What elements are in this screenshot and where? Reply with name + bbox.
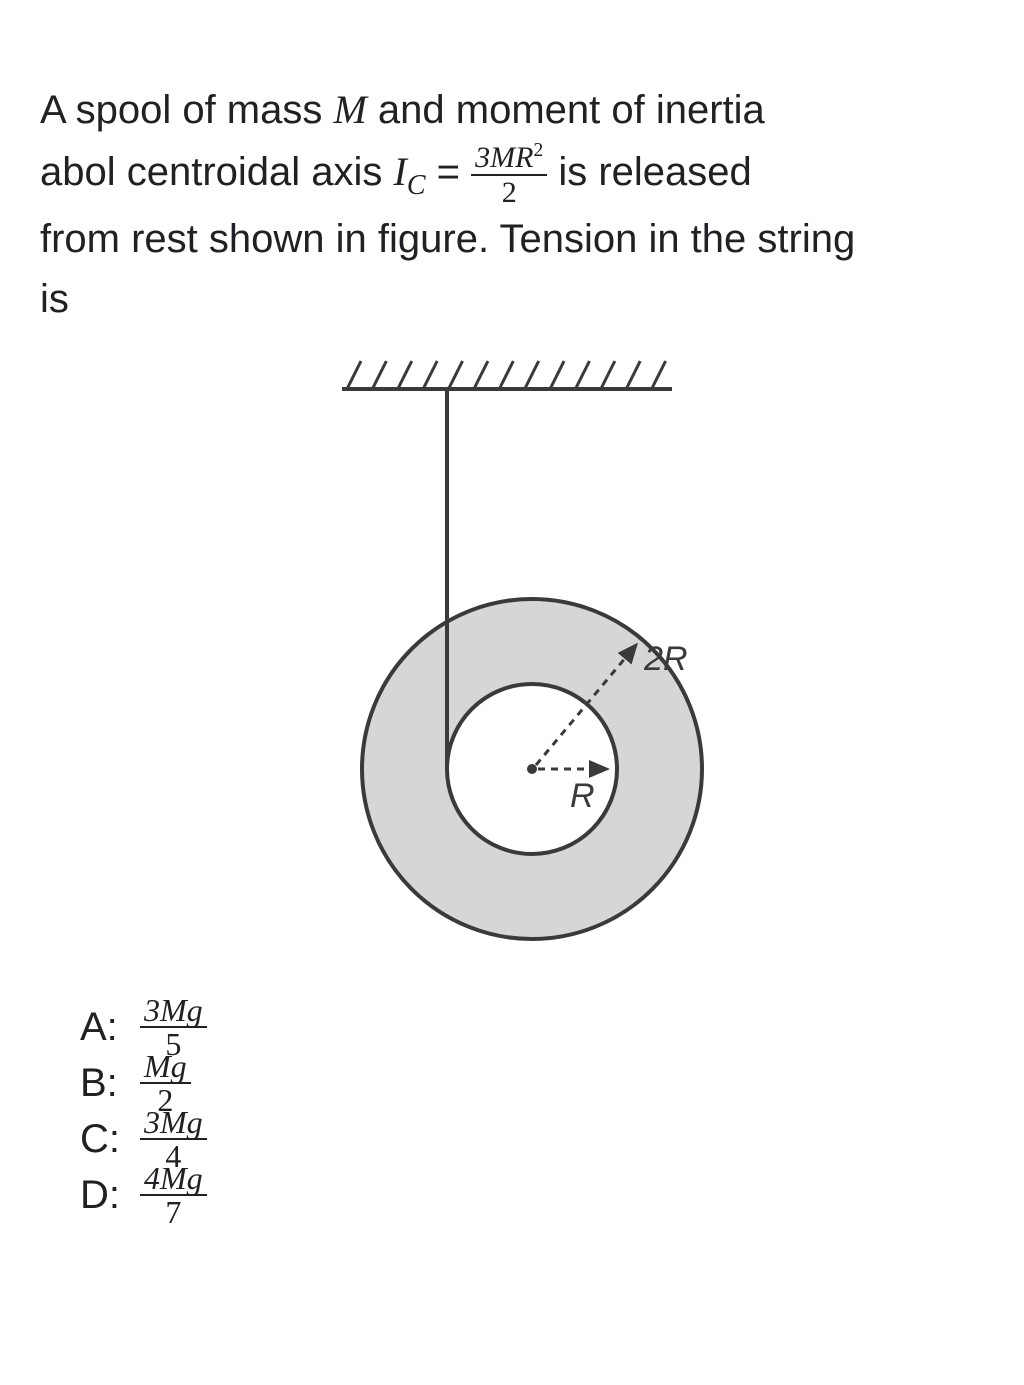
- option-label-a: A:: [80, 1007, 140, 1047]
- ic-i: I: [394, 149, 407, 194]
- ic-num: 3MR: [475, 141, 533, 174]
- option-b: B: Mg 2: [80, 1055, 984, 1111]
- ic-sub: C: [407, 170, 426, 201]
- ic-symbol: IC: [394, 149, 426, 194]
- q-line3: from rest shown in figure. Tension in th…: [40, 217, 855, 261]
- svg-text:2R: 2R: [643, 640, 687, 678]
- ic-den: 2: [471, 176, 547, 209]
- opt-d-num: 4Mg: [144, 1160, 203, 1196]
- q-line4: is: [40, 277, 69, 321]
- mass-symbol: M: [333, 87, 366, 132]
- q-line2-prefix: abol centroidal axis: [40, 150, 394, 194]
- option-label-b: B:: [80, 1063, 140, 1103]
- svg-text:R: R: [570, 777, 595, 815]
- option-label-d: D:: [80, 1175, 140, 1215]
- q-line1-prefix: A spool of mass: [40, 88, 333, 132]
- option-d: D: 4Mg 7: [80, 1167, 984, 1223]
- figure-wrap: R 2R: [40, 349, 984, 969]
- option-frac-d: 4Mg 7: [140, 1162, 207, 1228]
- ic-fraction: 3MR2 2: [471, 140, 547, 209]
- spool-figure: R 2R: [242, 349, 782, 969]
- option-label-c: C:: [80, 1119, 140, 1159]
- opt-a-num: 3Mg: [144, 992, 203, 1028]
- q-line2-suffix: is released: [547, 150, 752, 194]
- options-list: A: 3Mg 5 B: Mg 2 C: 3Mg 4 D: 4Mg 7: [40, 999, 984, 1223]
- question-text: A spool of mass M and moment of inertia …: [40, 80, 984, 329]
- opt-c-num: 3Mg: [144, 1104, 203, 1140]
- option-c: C: 3Mg 4: [80, 1111, 984, 1167]
- option-a: A: 3Mg 5: [80, 999, 984, 1055]
- opt-b-num: Mg: [144, 1048, 187, 1084]
- opt-d-den: 7: [140, 1196, 207, 1228]
- q-line1-suffix: and moment of inertia: [367, 88, 765, 132]
- page-container: A spool of mass M and moment of inertia …: [0, 0, 1024, 1263]
- ic-num-sup: 2: [533, 140, 543, 161]
- equals: =: [426, 150, 472, 194]
